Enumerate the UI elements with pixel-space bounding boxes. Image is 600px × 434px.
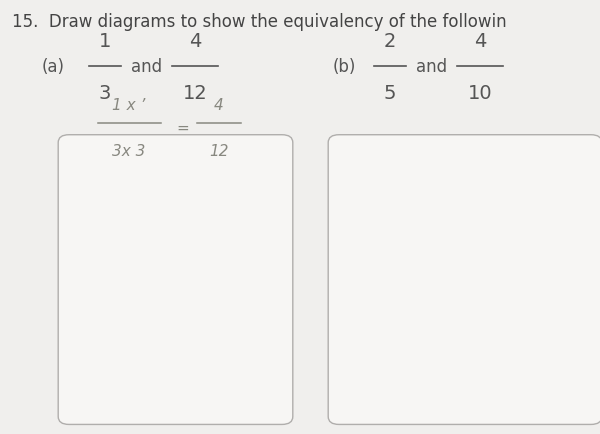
FancyBboxPatch shape [58, 135, 293, 424]
Text: and: and [131, 58, 163, 76]
Text: 3x 3: 3x 3 [112, 143, 146, 158]
Text: 1: 1 [99, 32, 111, 51]
Text: 10: 10 [467, 84, 493, 103]
Text: 5: 5 [384, 84, 396, 103]
Text: (a): (a) [42, 58, 65, 76]
Text: and: and [416, 58, 448, 76]
Text: =: = [176, 121, 190, 135]
Text: 3: 3 [99, 84, 111, 103]
Text: 4: 4 [189, 32, 201, 51]
Text: 15.  Draw diagrams to show the equivalency of the followin: 15. Draw diagrams to show the equivalenc… [12, 13, 506, 31]
Text: 4: 4 [214, 98, 224, 113]
FancyBboxPatch shape [328, 135, 600, 424]
Text: (b): (b) [333, 58, 356, 76]
Text: 2: 2 [384, 32, 396, 51]
Text: 4: 4 [474, 32, 486, 51]
Text: 1 x ’: 1 x ’ [112, 98, 146, 113]
Text: 12: 12 [209, 143, 229, 158]
Text: 12: 12 [182, 84, 208, 103]
